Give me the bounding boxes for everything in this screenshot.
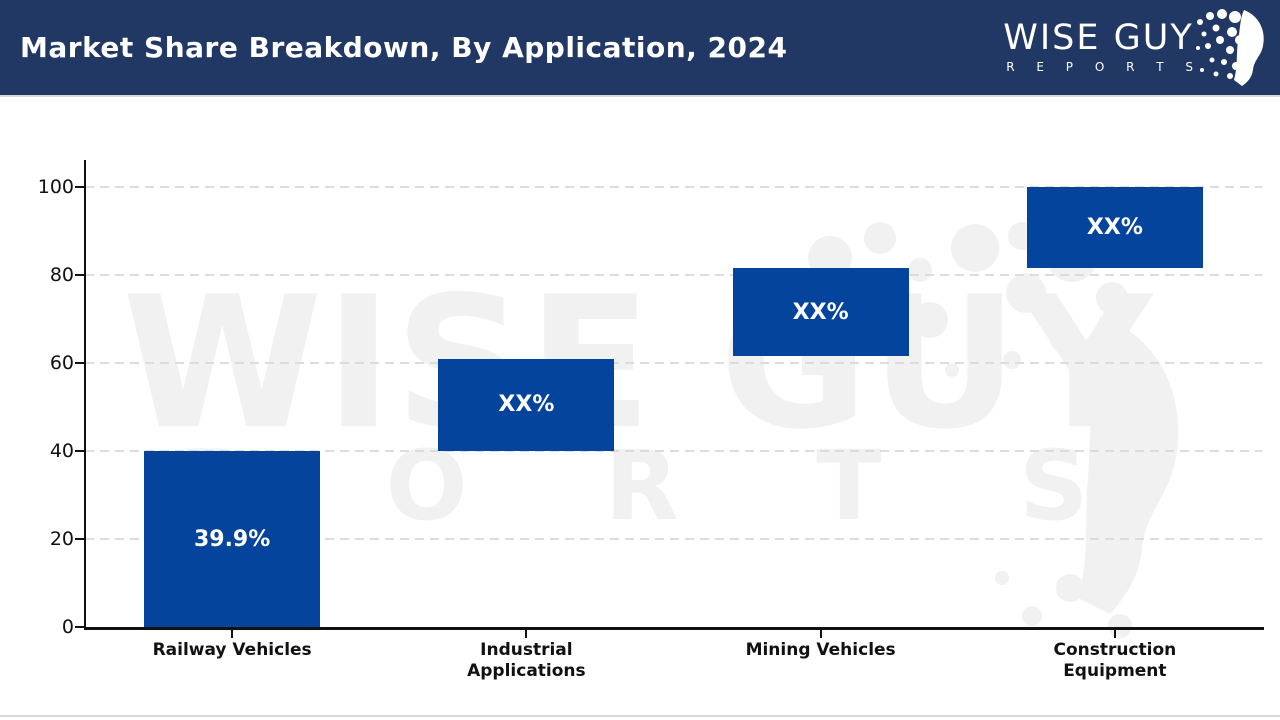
brand-logo: WISE GUY R E P O R T S (1003, 8, 1280, 88)
brand-logo-text: WISE GUY R E P O R T S (1003, 18, 1202, 75)
watermark-reports: P O R T S (178, 430, 1141, 542)
y-tick-20 (75, 538, 84, 540)
gridline-y-40 (85, 450, 1262, 452)
footer-divider (0, 715, 1280, 717)
brand-subtext: R E P O R T S (1006, 60, 1202, 74)
bar-value-label: 39.9% (193, 526, 271, 552)
gridline-y-80 (85, 274, 1262, 276)
y-axis-line (84, 160, 86, 629)
category-label-line: Mining Vehicles (745, 640, 896, 660)
x-tick-2 (819, 630, 822, 638)
y-tick-80 (75, 274, 84, 276)
bar-value-label: XX% (1086, 215, 1143, 241)
category-label-line: Equipment (1063, 661, 1167, 682)
y-axis-tick-labels: 0 20 40 60 80 100 (0, 176, 74, 638)
category-label-line: Industrial (480, 640, 573, 660)
brand-wordmark: WISE GUY (1003, 18, 1194, 58)
gridline-y-100 (85, 186, 1262, 188)
x-tick-1 (525, 630, 528, 638)
bar-value-label: XX% (792, 299, 849, 325)
y-tick-label-40: 40 (49, 440, 74, 462)
bar-segment-2: XX% (732, 268, 909, 357)
y-tick-label-60: 60 (49, 352, 74, 374)
dotted-face-icon (1196, 8, 1264, 86)
y-tick-label-80: 80 (49, 264, 74, 286)
x-axis-line (84, 627, 1264, 630)
category-label: Railway Vehicles (82, 640, 382, 661)
y-tick-40 (75, 450, 84, 452)
y-tick-label-100: 100 (37, 176, 74, 198)
bar-segment-3: XX% (1026, 187, 1203, 269)
plot-area: 39.9% XX% XX% XX% (75, 186, 1262, 638)
y-tick-label-20: 20 (49, 528, 74, 550)
x-tick-3 (1113, 630, 1116, 638)
y-tick-100 (75, 186, 84, 188)
category-label: Mining Vehicles (671, 640, 971, 661)
category-label-line: Railway Vehicles (152, 640, 312, 660)
y-tick-0 (75, 626, 84, 628)
category-label-line: Applications (467, 661, 586, 682)
gridline-y-60 (85, 362, 1262, 364)
y-tick-label-0: 0 (61, 616, 74, 638)
header-bar: Market Share Breakdown, By Application, … (0, 0, 1280, 97)
page-title: Market Share Breakdown, By Application, … (20, 31, 788, 64)
bar-segment-0: 39.9% (144, 451, 321, 627)
category-label: Industrial Applications (376, 640, 676, 683)
bar-segment-1: XX% (438, 358, 615, 451)
x-tick-0 (231, 630, 234, 638)
category-label: Construction Equipment (965, 640, 1265, 683)
bar-value-label: XX% (498, 392, 555, 418)
category-label-line: Construction (1053, 640, 1177, 660)
gridline-y-20 (85, 538, 1262, 540)
y-tick-60 (75, 362, 84, 364)
